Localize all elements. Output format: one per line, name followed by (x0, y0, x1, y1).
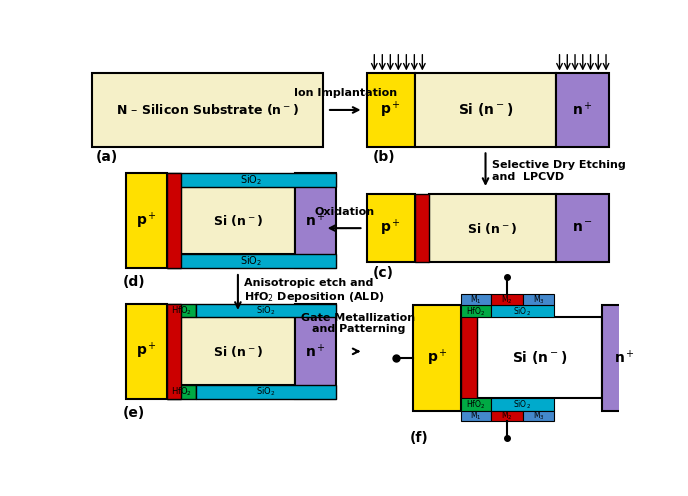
Bar (166, 173, 180, 268)
Bar (166, 304, 180, 399)
Text: Si (n$^-$): Si (n$^-$) (512, 349, 567, 367)
Text: Ion Implantation: Ion Implantation (294, 88, 397, 98)
Text: n$^-$: n$^-$ (572, 221, 593, 235)
Text: HfO$_2$: HfO$_2$ (171, 304, 192, 317)
Text: SiO$_2$: SiO$_2$ (513, 305, 531, 317)
Text: p$^+$: p$^+$ (380, 218, 401, 238)
Bar (413, 305, 461, 411)
Bar (92, 73, 323, 146)
Text: M$_3$: M$_3$ (533, 410, 544, 422)
Text: Si (n$^-$): Si (n$^-$) (458, 102, 513, 119)
Bar (491, 411, 523, 422)
Text: M$_1$: M$_1$ (470, 294, 482, 306)
Text: Si (n$^-$): Si (n$^-$) (213, 213, 263, 228)
Bar (415, 194, 429, 262)
Bar (602, 305, 647, 411)
Text: Anisotropic etch and
HfO$_2$ Deposition (ALD): Anisotropic etch and HfO$_2$ Deposition … (244, 278, 385, 304)
Bar (491, 398, 554, 411)
Bar (196, 304, 336, 317)
Text: Oxidation: Oxidation (314, 207, 374, 217)
Bar (461, 305, 491, 317)
Bar (429, 194, 557, 262)
Text: Selective Dry Etching
and  LPCVD: Selective Dry Etching and LPCVD (492, 160, 625, 182)
Bar (461, 294, 491, 305)
Bar (295, 173, 336, 268)
Text: HfO$_2$: HfO$_2$ (171, 386, 192, 398)
Text: (e): (e) (123, 406, 145, 420)
Text: M$_2$: M$_2$ (501, 294, 513, 306)
Text: p$^+$: p$^+$ (136, 341, 157, 362)
Bar (166, 385, 196, 399)
Text: M$_2$: M$_2$ (501, 410, 513, 422)
Bar (295, 304, 336, 399)
Text: p$^+$: p$^+$ (136, 210, 157, 231)
Text: p$^+$: p$^+$ (380, 100, 401, 120)
Bar (166, 304, 196, 317)
Bar (461, 305, 477, 411)
Bar (180, 186, 295, 254)
Bar (491, 294, 523, 305)
Text: n$^+$: n$^+$ (614, 349, 635, 367)
Bar (166, 173, 336, 186)
Bar (127, 173, 166, 268)
Text: (a): (a) (96, 150, 118, 164)
Text: Si (n$^-$): Si (n$^-$) (467, 221, 517, 236)
Bar (415, 73, 557, 146)
Text: N – Silicon Substrate (n$^-$): N – Silicon Substrate (n$^-$) (116, 103, 299, 118)
Bar (557, 73, 609, 146)
Bar (196, 385, 336, 399)
Text: SiO$_2$: SiO$_2$ (256, 386, 275, 398)
Text: (d): (d) (123, 275, 146, 289)
Bar (523, 411, 554, 422)
Text: SiO$_2$: SiO$_2$ (240, 173, 262, 186)
Text: (b): (b) (373, 150, 396, 164)
Text: SiO$_2$: SiO$_2$ (513, 398, 531, 411)
Bar (180, 317, 295, 385)
Text: HfO$_2$: HfO$_2$ (466, 305, 486, 317)
Text: (c): (c) (373, 266, 394, 280)
Text: M$_3$: M$_3$ (533, 294, 544, 306)
Bar (367, 73, 415, 146)
Text: n$^+$: n$^+$ (572, 101, 593, 119)
Text: p$^+$: p$^+$ (427, 348, 448, 368)
Bar (367, 194, 415, 262)
Bar (491, 305, 554, 317)
Bar (127, 304, 166, 399)
Bar (523, 294, 554, 305)
Text: n$^+$: n$^+$ (305, 343, 326, 360)
Text: Gate Metallization
and Patterning: Gate Metallization and Patterning (301, 313, 416, 334)
Text: (f): (f) (410, 432, 429, 445)
Bar (461, 398, 491, 411)
Text: HfO$_2$: HfO$_2$ (466, 398, 486, 411)
Text: SiO$_2$: SiO$_2$ (256, 304, 275, 317)
Text: SiO$_2$: SiO$_2$ (240, 254, 262, 268)
Bar (461, 411, 491, 422)
Bar (557, 194, 609, 262)
Text: n$^+$: n$^+$ (305, 212, 326, 229)
Bar (166, 254, 336, 268)
Text: M$_1$: M$_1$ (470, 410, 482, 422)
Bar (477, 317, 602, 398)
Text: Si (n$^-$): Si (n$^-$) (213, 344, 263, 359)
